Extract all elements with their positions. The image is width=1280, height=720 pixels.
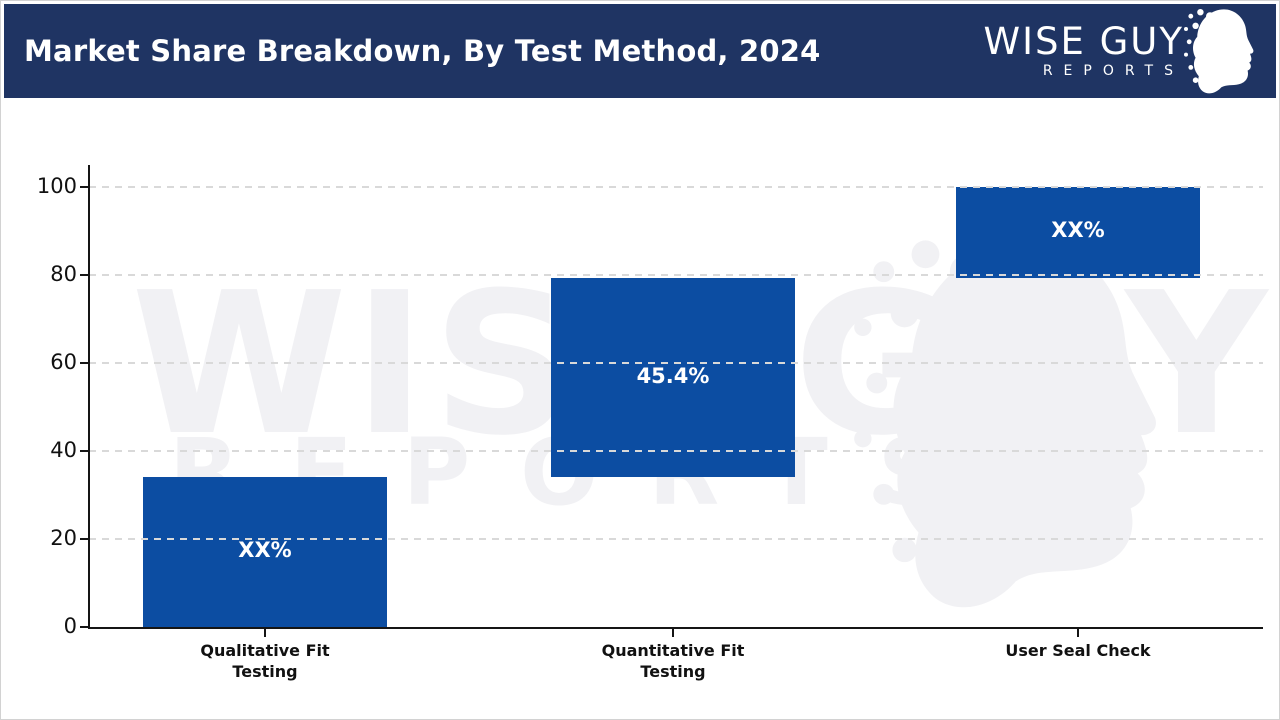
watermark-face-icon bbox=[854, 240, 1156, 608]
bar bbox=[143, 477, 387, 627]
grid-line bbox=[89, 450, 1263, 452]
x-tick-mark bbox=[672, 629, 674, 637]
y-tick-label: 40 bbox=[50, 438, 77, 462]
brand-face-icon bbox=[1184, 9, 1254, 94]
y-tick-mark bbox=[80, 450, 88, 452]
y-tick-label: 20 bbox=[50, 526, 77, 550]
header: Market Share Breakdown, By Test Method, … bbox=[4, 4, 1276, 98]
bar-value-label: XX% bbox=[238, 538, 292, 563]
x-tick-mark bbox=[264, 629, 266, 637]
y-tick-label: 80 bbox=[50, 262, 77, 286]
y-tick-label: 60 bbox=[50, 350, 77, 374]
y-tick-mark bbox=[80, 186, 88, 188]
page-title: Market Share Breakdown, By Test Method, … bbox=[24, 34, 821, 68]
y-axis-line bbox=[88, 165, 90, 629]
brand-name: WISE GUY bbox=[983, 20, 1184, 63]
y-tick-mark bbox=[80, 626, 88, 628]
y-tick-mark bbox=[80, 274, 88, 276]
x-axis-line bbox=[88, 627, 1263, 629]
bar-value-label: XX% bbox=[1051, 218, 1105, 243]
y-tick-label: 0 bbox=[63, 614, 77, 638]
brand-logo: WISE GUY REPORTS bbox=[984, 5, 1266, 97]
y-tick-label: 100 bbox=[36, 174, 77, 198]
y-tick-mark bbox=[80, 538, 88, 540]
bar bbox=[551, 277, 795, 478]
brand-subtitle: REPORTS bbox=[1042, 63, 1184, 79]
x-tick-mark bbox=[1077, 629, 1079, 637]
x-category-label: Quantitative Fit Testing bbox=[601, 641, 745, 681]
brand-text: WISE GUY REPORTS bbox=[983, 20, 1184, 80]
bar-value-label: 45.4% bbox=[636, 363, 710, 388]
x-category-label: Qualitative Fit Testing bbox=[200, 641, 330, 681]
grid-line bbox=[89, 274, 1263, 276]
x-category-label: User Seal Check bbox=[1005, 641, 1151, 660]
grid-line bbox=[89, 538, 1263, 540]
grid-line bbox=[89, 186, 1263, 188]
bar bbox=[956, 187, 1200, 278]
grid-line bbox=[89, 362, 1263, 364]
y-tick-mark bbox=[80, 362, 88, 364]
